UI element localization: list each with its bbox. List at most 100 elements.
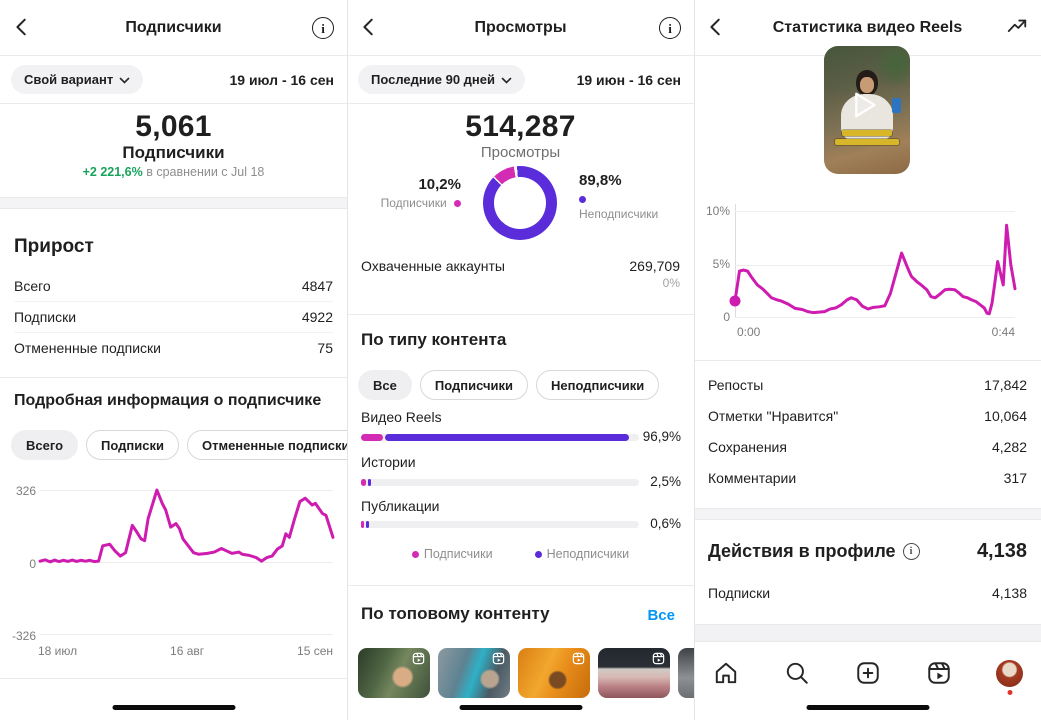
tab-all[interactable]: Все [358, 370, 412, 400]
info-icon: i [312, 17, 334, 39]
reel-thumbnail[interactable] [598, 648, 670, 698]
avatar [996, 659, 1023, 687]
x-axis-labels: 0:00 0:44 [737, 325, 1015, 339]
donut-series-label: Неподписчики [579, 206, 659, 221]
page-title: Подписчики [125, 18, 222, 36]
page-title: Статистика видео Reels [772, 18, 963, 36]
divider [0, 103, 347, 104]
chevron-left-icon [705, 18, 727, 41]
bar-seg-followers [361, 521, 365, 528]
top-content-heading: По топовому контенту [361, 604, 550, 623]
chevron-left-icon [11, 18, 33, 41]
reels-tab[interactable] [925, 660, 952, 687]
stat-row-likes: Отметки "Нравится" 10,064 [708, 401, 1027, 431]
home-indicator [112, 705, 235, 710]
tab-total[interactable]: Всего [11, 430, 79, 460]
bar-seg-nonfollowers [366, 521, 370, 528]
row-value: 4,138 [991, 585, 1027, 601]
bar-reels [361, 434, 639, 441]
notification-dot [1007, 689, 1012, 695]
date-filter-dropdown[interactable]: Последние 90 дней [358, 65, 525, 94]
tab-followers[interactable]: Подписчики [419, 370, 528, 400]
donut-pct: 89,8% [579, 172, 622, 189]
purple-dot-icon [579, 196, 586, 204]
follower-detail-tabs: Всего Подписки Отмененные подписки [11, 430, 347, 460]
info-button[interactable]: i [311, 16, 335, 40]
views-header: Просмотры i [347, 0, 694, 55]
info-icon: i [902, 543, 920, 560]
tab-nonfollowers[interactable]: Неподписчики [536, 370, 660, 400]
bar-seg-followers [361, 479, 366, 486]
row-label: Подписки [708, 585, 771, 601]
y-axis [735, 204, 736, 318]
gridline [735, 265, 1015, 266]
caption-bar [842, 130, 892, 136]
stat-row-reposts: Репосты 17,842 [708, 370, 1027, 400]
tab-follows[interactable]: Подписки [86, 430, 179, 460]
home-indicator [806, 705, 929, 710]
stat-row-saves: Сохранения 4,282 [708, 432, 1027, 462]
profile-tab[interactable] [996, 659, 1023, 695]
row-delta: 0% [662, 276, 680, 290]
pink-dot-icon [454, 200, 461, 208]
reel-stats-header: Статистика видео Reels [694, 0, 1041, 55]
bottom-nav [712, 655, 1023, 695]
home-tab[interactable] [712, 660, 739, 687]
reels-icon [926, 661, 952, 689]
search-icon [784, 662, 810, 689]
views-split-donut [483, 166, 557, 240]
back-button[interactable] [8, 14, 36, 42]
row-value: 4847 [301, 277, 333, 294]
create-tab[interactable] [854, 660, 881, 687]
reel-video-thumbnail[interactable] [824, 46, 910, 174]
filter-row: Свой вариант 19 июл - 16 сен [0, 56, 347, 103]
profile-actions-heading-row: Действия в профиле i 4,138 [708, 540, 1027, 563]
gridline [40, 490, 333, 491]
bar-seg-followers [361, 434, 383, 441]
divider [0, 55, 347, 56]
info-icon: i [659, 17, 681, 39]
stat-row-follows: Подписки 4,138 [708, 578, 1027, 608]
bar-value-stories: 2,5% [650, 474, 681, 489]
divider [0, 377, 347, 378]
filter-row: Последние 90 дней 19 июн - 16 сен [347, 56, 694, 103]
reel-thumbnail[interactable] [438, 648, 510, 698]
caption-bar [835, 139, 899, 145]
trends-button[interactable] [1005, 16, 1029, 40]
y-tick: 326 [15, 484, 36, 498]
legend-label: Подписчики [423, 547, 493, 561]
divider [347, 314, 694, 315]
followers-total: 5,061 [135, 110, 212, 143]
home-icon [713, 662, 739, 689]
followers-delta: +2 221,6% в сравнении с Jul 18 [0, 165, 347, 179]
bar-posts [361, 521, 639, 528]
bar-stories [361, 479, 639, 486]
reel-thumbnail[interactable] [358, 648, 430, 698]
see-all-link[interactable]: Все [641, 606, 681, 625]
reel-thumbnail[interactable] [678, 648, 694, 698]
row-label: Отмененные подписки [14, 339, 162, 356]
x-tick: 0:00 [737, 325, 761, 339]
date-filter-dropdown[interactable]: Свой вариант [11, 65, 144, 94]
row-label: Отметки "Нравится" [708, 408, 839, 424]
row-label: Охваченные аккаунты [361, 258, 505, 274]
back-button[interactable] [355, 14, 383, 42]
back-button[interactable] [702, 14, 730, 42]
views-screen: Просмотры i Последние 90 дней 19 июн - 1… [347, 0, 694, 720]
reel-thumbnail[interactable] [518, 648, 590, 698]
donut-series-label: Подписчики [380, 195, 447, 210]
tab-unfollows[interactable]: Отмененные подписки [186, 430, 347, 460]
reels-icon [652, 652, 665, 665]
chevron-left-icon [358, 18, 380, 41]
row-value-stack: 269,709 0% [629, 258, 680, 290]
donut-hole [494, 177, 546, 229]
search-tab[interactable] [783, 660, 810, 687]
reached-accounts-row: Охваченные аккаунты 269,709 0% [361, 258, 680, 290]
purple-dot-icon [534, 551, 542, 559]
info-button[interactable]: i [658, 16, 682, 40]
y-tick: 0 [29, 557, 36, 571]
trending-up-icon [1006, 16, 1028, 41]
top-content-thumbnails [358, 648, 694, 698]
nav-divider [694, 624, 1041, 642]
